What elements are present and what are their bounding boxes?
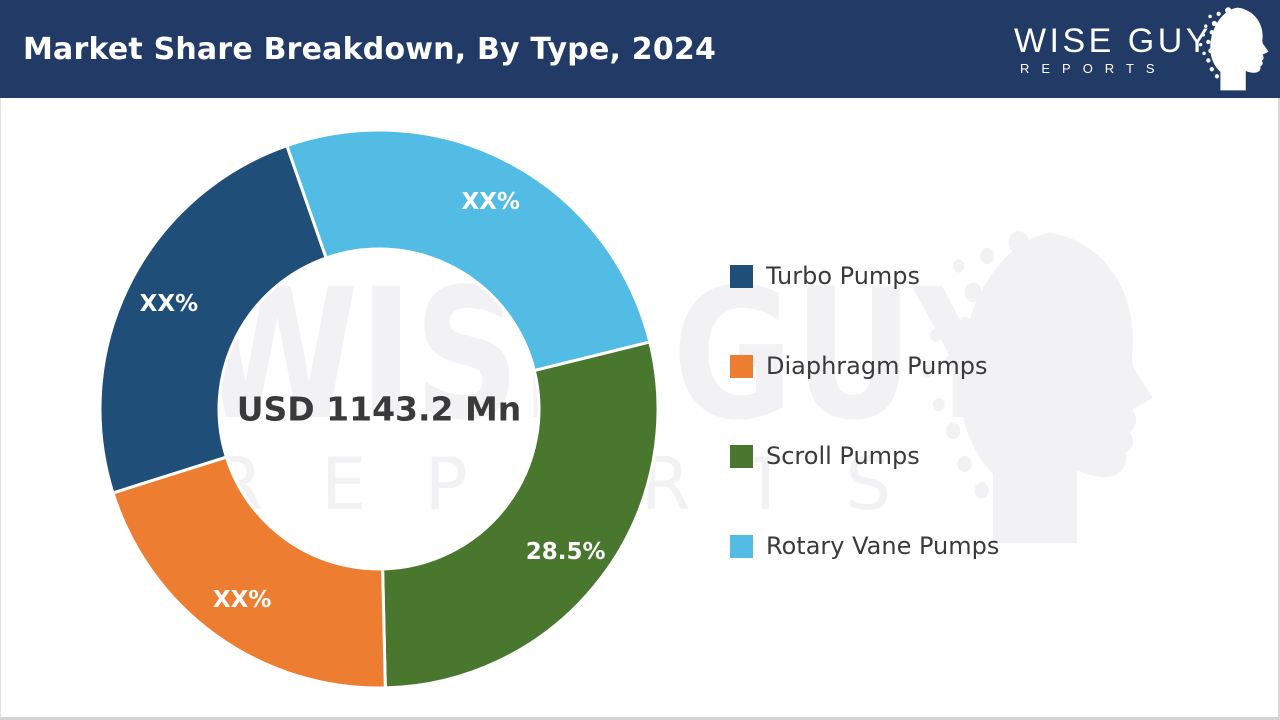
logo-text: WISE GUY REPORTS — [1014, 23, 1212, 76]
logo-wordmark: WISE GUY — [1013, 21, 1212, 60]
legend-label: Rotary Vane Pumps — [766, 532, 1000, 560]
legend-item-scroll-pumps: Scroll Pumps — [730, 441, 999, 471]
slice-label-scroll-pumps: 28.5% — [525, 538, 606, 565]
legend-swatch — [730, 264, 753, 288]
slice-label-diaphragm-pumps: XX% — [212, 587, 272, 614]
wiseguy-logo: WISE GUY REPORTS — [1014, 4, 1272, 94]
donut-chart — [98, 129, 660, 690]
chart-area: WISE GUY REPORTS USD 1143.2 Mn XX%28.5%X… — [0, 98, 1280, 720]
legend-item-rotary-vane-pumps: Rotary Vane Pumps — [730, 531, 999, 561]
logo-subtitle: REPORTS — [1019, 60, 1167, 76]
legend-label: Diaphragm Pumps — [766, 352, 988, 380]
donut-slice-rotary-vane-pumps — [285, 129, 652, 373]
donut-slice-scroll-pumps — [381, 340, 660, 690]
header-bar: Market Share Breakdown, By Type, 2024 WI… — [0, 0, 1280, 98]
legend-swatch — [730, 534, 753, 558]
legend-item-diaphragm-pumps: Diaphragm Pumps — [730, 351, 999, 381]
legend-label: Scroll Pumps — [766, 442, 920, 470]
legend-label: Turbo Pumps — [766, 262, 921, 290]
legend-swatch — [730, 444, 753, 468]
donut-slice-turbo-pumps — [98, 144, 328, 495]
chart-legend: Turbo Pumps Diaphragm Pumps Scroll Pumps Ro… — [730, 261, 999, 621]
legend-item-turbo-pumps: Turbo Pumps — [730, 261, 999, 291]
donut-center-label: USD 1143.2 Mn — [236, 389, 522, 429]
donut-slice-diaphragm-pumps — [111, 455, 387, 690]
legend-swatch — [730, 354, 753, 378]
slice-label-turbo-pumps: XX% — [139, 290, 199, 317]
slice-label-rotary-vane-pumps: XX% — [461, 189, 521, 216]
page-title: Market Share Breakdown, By Type, 2024 — [23, 31, 717, 67]
